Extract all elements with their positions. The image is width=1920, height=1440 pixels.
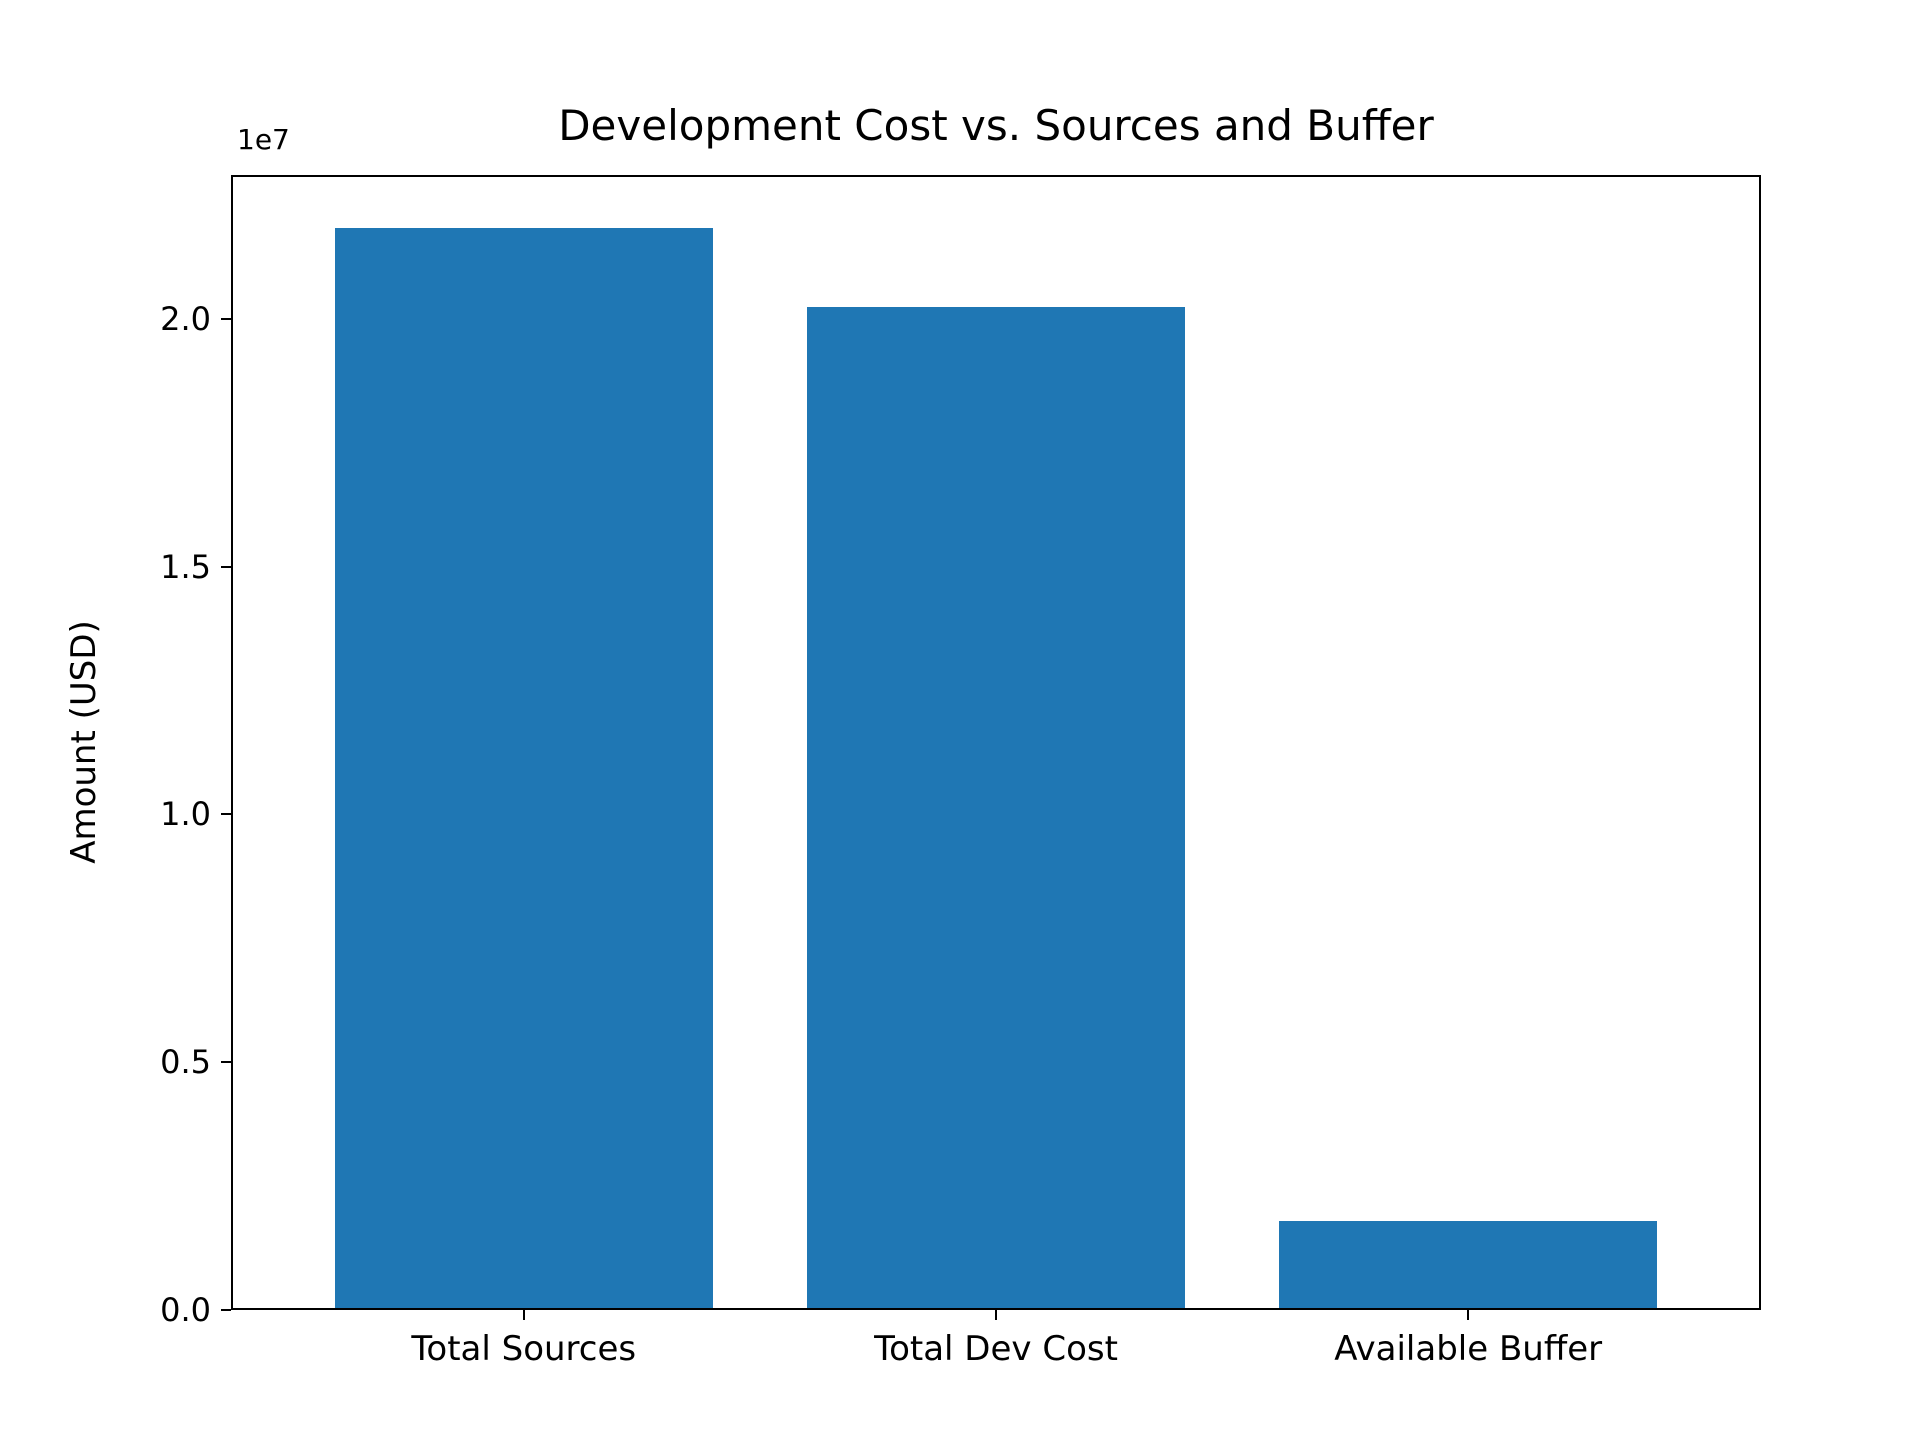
y-tick-label: 1.5	[160, 547, 211, 586]
x-tick-mark	[1467, 1310, 1470, 1320]
y-tick-mark	[221, 813, 231, 816]
y-axis-offset-label: 1e7	[237, 123, 290, 156]
y-tick-mark	[221, 317, 231, 320]
x-tick-mark	[995, 1310, 997, 1320]
plot-area	[231, 175, 1761, 1310]
chart-title: Development Cost vs. Sources and Buffer	[558, 101, 1434, 150]
y-tick-label: 1.0	[160, 795, 211, 834]
bar-total-sources	[334, 227, 713, 1308]
y-axis-label: Amount (USD)	[64, 620, 104, 864]
x-tick-label: Total Dev Cost	[874, 1329, 1118, 1369]
y-tick-mark	[221, 1309, 231, 1311]
x-tick-label: Available Buffer	[1334, 1329, 1603, 1369]
y-tick-label: 2.0	[160, 299, 211, 338]
y-tick-mark	[221, 565, 231, 568]
bar-available-buffer	[1279, 1221, 1658, 1308]
y-tick-mark	[221, 1061, 231, 1064]
bar-total-dev-cost	[807, 306, 1185, 1308]
y-tick-label: 0.5	[160, 1043, 211, 1082]
y-tick-label: 0.0	[160, 1291, 211, 1329]
x-tick-label: Total Sources	[411, 1329, 637, 1369]
x-tick-mark	[522, 1310, 525, 1320]
